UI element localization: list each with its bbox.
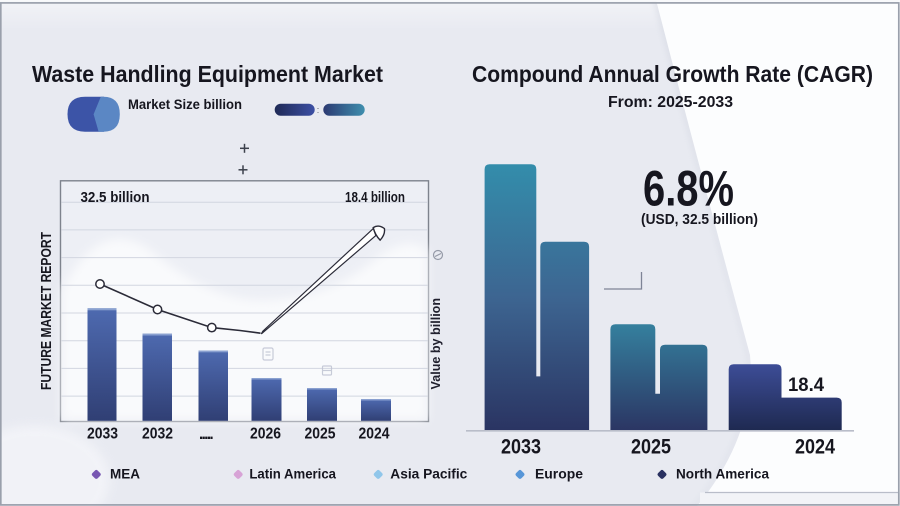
svg-text:2026: 2026: [250, 426, 281, 443]
svg-text:Value by billion: Value by billion: [428, 298, 443, 390]
svg-text:Market Size billion: Market Size billion: [128, 96, 242, 112]
svg-text:Compound Annual Growth Rate (C: Compound Annual Growth Rate (CAGR): [472, 61, 873, 87]
svg-text:(USD, 32.5 billion): (USD, 32.5 billion): [641, 211, 758, 228]
svg-text:2025: 2025: [631, 436, 671, 459]
svg-text:FUTURE MARKET REPORT: FUTURE MARKET REPORT: [38, 232, 55, 390]
svg-text:6.8%: 6.8%: [643, 161, 734, 217]
svg-text:Waste Handling Equipment Marke: Waste Handling Equipment Market: [32, 61, 383, 87]
svg-text:2033: 2033: [501, 436, 541, 459]
svg-text:18.4: 18.4: [788, 375, 824, 396]
svg-text:2024: 2024: [359, 426, 390, 443]
svg-text:Europe: Europe: [535, 467, 583, 482]
svg-text:32.5 billion: 32.5 billion: [81, 189, 150, 206]
svg-text:2025: 2025: [305, 426, 336, 443]
svg-text:MEA: MEA: [110, 467, 140, 482]
svg-text:Asia Pacific: Asia Pacific: [390, 467, 467, 482]
svg-text:Latin America: Latin America: [249, 467, 336, 482]
svg-text:North America: North America: [676, 467, 769, 482]
svg-text:2033: 2033: [87, 426, 118, 443]
svg-text::: :: [317, 105, 320, 115]
svg-text:From: 2025-2033: From: 2025-2033: [608, 94, 733, 111]
svg-text:2032: 2032: [142, 426, 173, 443]
svg-text:2024: 2024: [795, 436, 835, 459]
svg-text:18.4 billion: 18.4 billion: [345, 189, 405, 206]
